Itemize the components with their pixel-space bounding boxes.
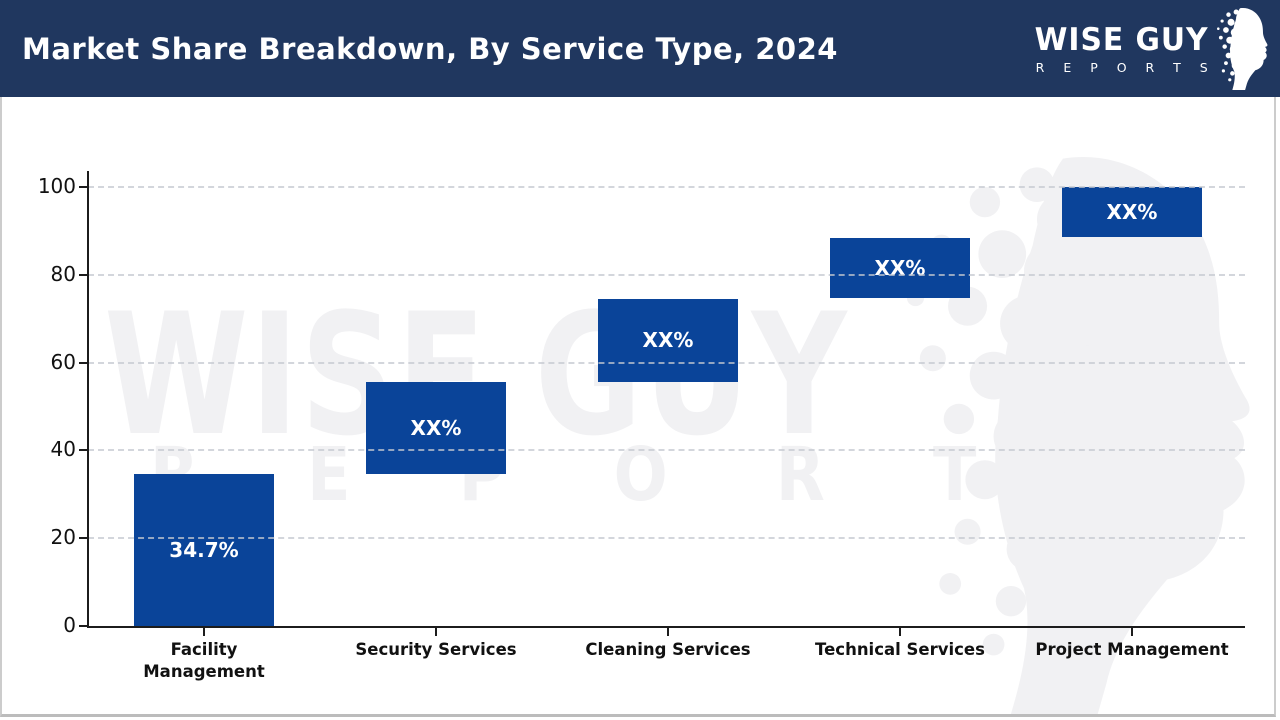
y-axis-tick <box>79 186 87 188</box>
y-gridline <box>88 537 1245 540</box>
bar-value-label: XX% <box>410 415 462 440</box>
y-axis-tick-label: 80 <box>50 261 76 286</box>
waterfall-bar: 34.7% <box>134 473 274 626</box>
y-axis-tick <box>79 449 87 452</box>
page-title: Market Share Breakdown, By Service Type,… <box>22 31 838 66</box>
x-axis-tick <box>435 628 437 636</box>
y-axis-tick <box>79 273 87 276</box>
x-axis-line <box>87 626 1245 628</box>
bar-value-label: XX% <box>642 328 694 353</box>
y-gridline <box>88 361 1245 364</box>
logo-head-icon <box>1217 8 1268 90</box>
y-axis-tick-label: 20 <box>50 525 76 550</box>
x-axis-tick <box>899 628 901 636</box>
logo-text: WISE GUY R E P O R T S <box>1031 22 1212 75</box>
y-axis-tick <box>79 537 87 540</box>
bar-value-label: XX% <box>874 255 926 280</box>
y-gridline <box>88 273 1245 276</box>
bar-value-label: 34.7% <box>169 537 239 562</box>
x-axis-category-label: Cleaning Services <box>585 640 751 659</box>
y-axis-tick-label: 40 <box>50 437 76 462</box>
y-axis-tick <box>79 361 87 364</box>
x-axis-category-label: Security Services <box>355 640 517 659</box>
y-axis-tick <box>79 625 87 627</box>
header-band: Market Share Breakdown, By Service Type,… <box>0 0 1280 97</box>
x-axis-tick <box>667 628 669 636</box>
x-axis-tick <box>1131 628 1133 636</box>
x-axis-category-label: Facility Management <box>143 640 265 681</box>
y-gridline <box>88 186 1245 188</box>
waterfall-bar: XX% <box>830 237 970 299</box>
logo-subtitle: R E P O R T S <box>1035 60 1216 75</box>
y-axis-tick-label: 0 <box>63 613 76 637</box>
waterfall-bar: XX% <box>1062 187 1202 238</box>
wise-guy-logo: WISE GUY R E P O R T S <box>1031 0 1272 97</box>
bar-value-label: XX% <box>1106 200 1158 225</box>
waterfall-bar: XX% <box>598 298 738 382</box>
x-axis-category-label: Technical Services <box>815 640 985 659</box>
waterfall-bar: XX% <box>366 382 506 474</box>
x-axis-category-label: Project Management <box>1035 640 1229 659</box>
logo-wordmark: WISE GUY <box>1034 22 1209 58</box>
y-axis-tick-label: 100 <box>37 174 76 198</box>
y-axis-tick-label: 60 <box>50 349 76 374</box>
x-axis-tick <box>203 628 205 636</box>
y-axis-line <box>87 171 89 628</box>
y-gridline <box>88 449 1245 452</box>
